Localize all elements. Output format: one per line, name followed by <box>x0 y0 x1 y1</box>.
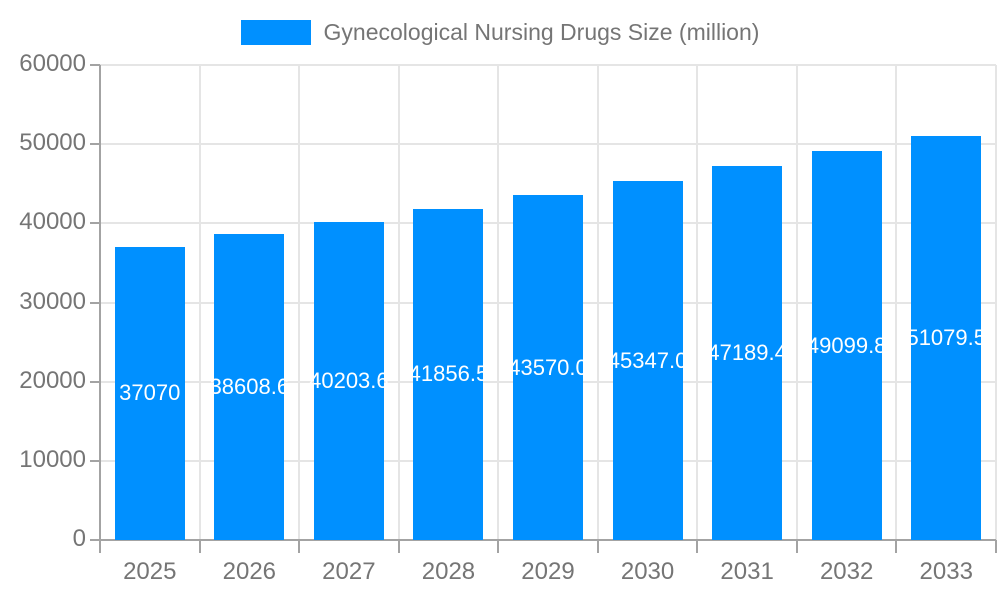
x-tick-label: 2031 <box>720 558 774 585</box>
y-tick-label: 10000 <box>19 445 86 473</box>
x-tick-label: 2032 <box>819 558 874 585</box>
x-tick-label: 2033 <box>919 558 973 585</box>
bar-2033[interactable] <box>911 135 982 540</box>
x-tick-label: 2026 <box>222 558 277 585</box>
y-tick-label: 0 <box>72 525 86 552</box>
x-tick-mark <box>298 540 301 553</box>
bar-2028[interactable] <box>413 208 484 540</box>
y-tick-mark <box>90 143 100 146</box>
x-tick-label: 2029 <box>521 558 575 585</box>
x-tick-mark <box>795 540 798 553</box>
y-gridline <box>100 143 996 146</box>
x-gridline <box>198 65 201 540</box>
y-tick-mark <box>90 380 100 383</box>
bar-2031[interactable] <box>712 166 783 540</box>
legend-label: Gynecological Nursing Drugs Size (millio… <box>323 18 760 45</box>
x-gridline <box>596 65 599 540</box>
x-tick-label: 2027 <box>322 558 376 585</box>
bar-2026[interactable] <box>214 234 285 540</box>
bar-value-label: 45347.0 <box>607 347 688 373</box>
x-axis-line <box>100 539 996 541</box>
y-tick-mark <box>90 301 100 304</box>
y-tick-label: 50000 <box>19 129 86 157</box>
x-tick-mark <box>696 540 699 553</box>
x-tick-label: 2028 <box>421 558 476 585</box>
x-gridline <box>895 65 898 540</box>
y-tick-mark <box>90 459 100 462</box>
x-gridline <box>795 65 798 540</box>
y-axis-line <box>99 65 101 553</box>
x-tick-mark <box>596 540 599 553</box>
bar-value-label: 37070 <box>119 380 181 406</box>
x-tick-mark <box>497 540 500 553</box>
x-gridline <box>995 65 997 540</box>
bar-value-label: 51079.5 <box>906 324 986 350</box>
bar-2030[interactable] <box>612 181 683 540</box>
bar-value-label: 38608.6 <box>209 374 290 400</box>
y-tick-label: 20000 <box>19 366 86 394</box>
bar-value-label: 43570.0 <box>508 354 588 380</box>
y-tick-label: 30000 <box>19 287 86 315</box>
x-gridline <box>397 65 400 540</box>
bar-value-label: 41856.5 <box>408 361 489 387</box>
x-gridline <box>298 65 301 540</box>
legend-swatch <box>240 19 311 45</box>
x-gridline <box>497 65 500 540</box>
x-tick-mark <box>397 540 400 553</box>
y-tick-mark <box>90 222 100 225</box>
bar-2029[interactable] <box>513 195 583 540</box>
bar-value-label: 49099.8 <box>806 332 887 358</box>
y-tick-label: 40000 <box>19 208 86 236</box>
y-gridline <box>100 64 996 66</box>
y-tick-mark <box>90 64 100 66</box>
x-tick-mark <box>895 540 898 553</box>
y-tick-label: 60000 <box>19 50 86 77</box>
bar-value-label: 47189.4 <box>707 340 787 366</box>
legend-item[interactable]: Gynecological Nursing Drugs Size (millio… <box>0 18 1000 46</box>
x-tick-mark <box>995 540 997 553</box>
y-tick-mark <box>90 539 100 541</box>
x-tick-label: 2025 <box>123 558 177 585</box>
bar-2025[interactable] <box>114 246 185 540</box>
bar-2027[interactable] <box>313 221 384 540</box>
x-gridline <box>696 65 699 540</box>
x-tick-mark <box>198 540 201 553</box>
x-tick-label: 2030 <box>620 558 675 585</box>
bar-2032[interactable] <box>811 151 882 540</box>
bar-value-label: 40203.6 <box>309 367 389 393</box>
